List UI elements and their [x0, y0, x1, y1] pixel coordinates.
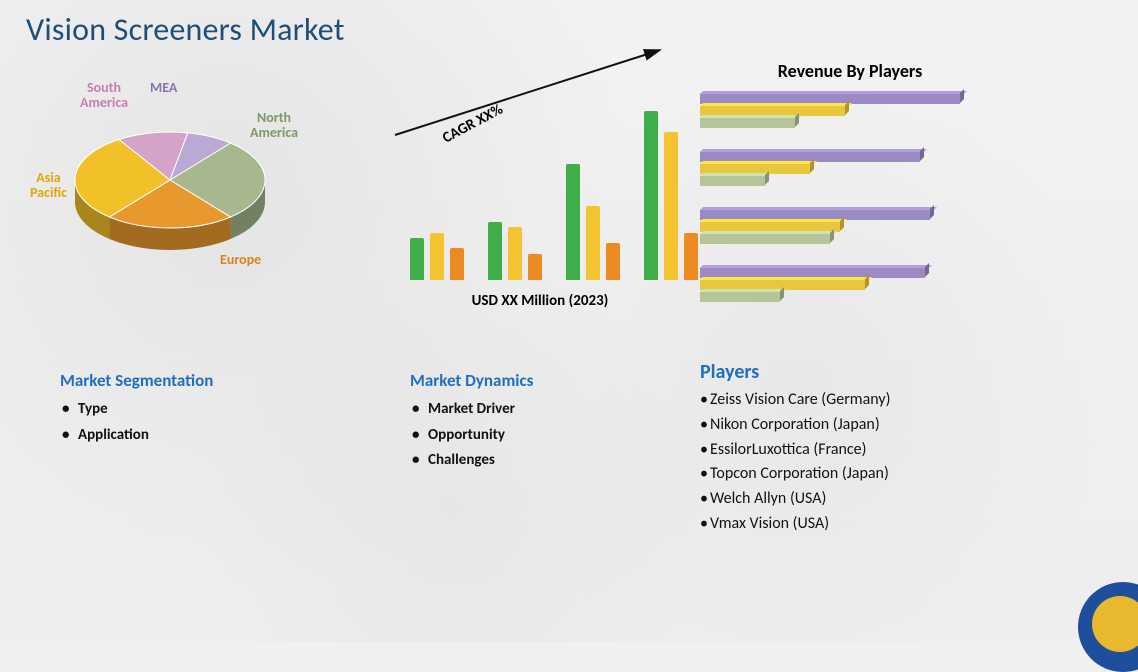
bar [508, 227, 522, 280]
pie-chart-region: NorthAmericaEuropeAsiaPacificSouthAmeric… [40, 80, 320, 280]
bar [488, 222, 502, 280]
bar [410, 238, 424, 280]
page-title: Vision Screeners Market [26, 10, 345, 49]
bar [664, 132, 678, 280]
list-item: Welch Allyn (USA) [700, 487, 1020, 512]
bar [566, 164, 580, 280]
bar-chart-caption: USD XX Million (2023) [400, 292, 680, 310]
dynamics-list: Market DriverOpportunityChallenges [410, 397, 670, 474]
revenue-bar [700, 176, 765, 186]
list-item: Vmax Vision (USA) [700, 512, 1020, 537]
bar-chart-plot [400, 90, 680, 280]
revenue-group [700, 268, 1000, 308]
players-heading: Players [700, 360, 1020, 384]
players-list: Zeiss Vision Care (Germany)Nikon Corpora… [700, 388, 1020, 537]
list-item: Opportunity [410, 423, 670, 449]
bar [606, 243, 620, 280]
list-item: Nikon Corporation (Japan) [700, 413, 1020, 438]
list-item: Topcon Corporation (Japan) [700, 462, 1020, 487]
bar [586, 206, 600, 280]
list-item: EssilorLuxottica (France) [700, 438, 1020, 463]
segmentation-list: TypeApplication [60, 397, 320, 448]
pie-label: AsiaPacific [30, 170, 67, 201]
revenue-chart-region: Revenue By Players [700, 60, 1000, 326]
revenue-bar [700, 234, 830, 244]
revenue-chart-title: Revenue By Players [700, 60, 1000, 82]
revenue-chart-plot [700, 94, 1000, 308]
list-item: Application [60, 423, 320, 449]
revenue-group [700, 94, 1000, 134]
dynamics-block: Market Dynamics Market DriverOpportunity… [410, 370, 670, 474]
bar [644, 111, 658, 280]
players-block: Players Zeiss Vision Care (Germany)Nikon… [700, 360, 1020, 537]
segmentation-block: Market Segmentation TypeApplication [60, 370, 320, 448]
list-item: Challenges [410, 448, 670, 474]
revenue-bar [700, 118, 795, 128]
list-item: Type [60, 397, 320, 423]
segmentation-heading: Market Segmentation [60, 370, 320, 391]
dynamics-heading: Market Dynamics [410, 370, 670, 391]
bar [684, 233, 698, 281]
revenue-group [700, 210, 1000, 250]
revenue-bar [700, 292, 780, 302]
list-item: Market Driver [410, 397, 670, 423]
bar [450, 248, 464, 280]
list-item: Zeiss Vision Care (Germany) [700, 388, 1020, 413]
pie-label: NorthAmerica [250, 110, 298, 141]
pie-label: MEA [150, 80, 177, 95]
cagr-bar-chart: CAGR XX% USD XX Million (2023) [400, 90, 680, 310]
pie-label: Europe [220, 252, 261, 267]
pie-label: SouthAmerica [80, 80, 128, 111]
bar [528, 254, 542, 280]
bar [430, 233, 444, 281]
revenue-group [700, 152, 1000, 192]
slide: Vision Screeners Market NorthAmerica Euro… [0, 0, 1138, 642]
